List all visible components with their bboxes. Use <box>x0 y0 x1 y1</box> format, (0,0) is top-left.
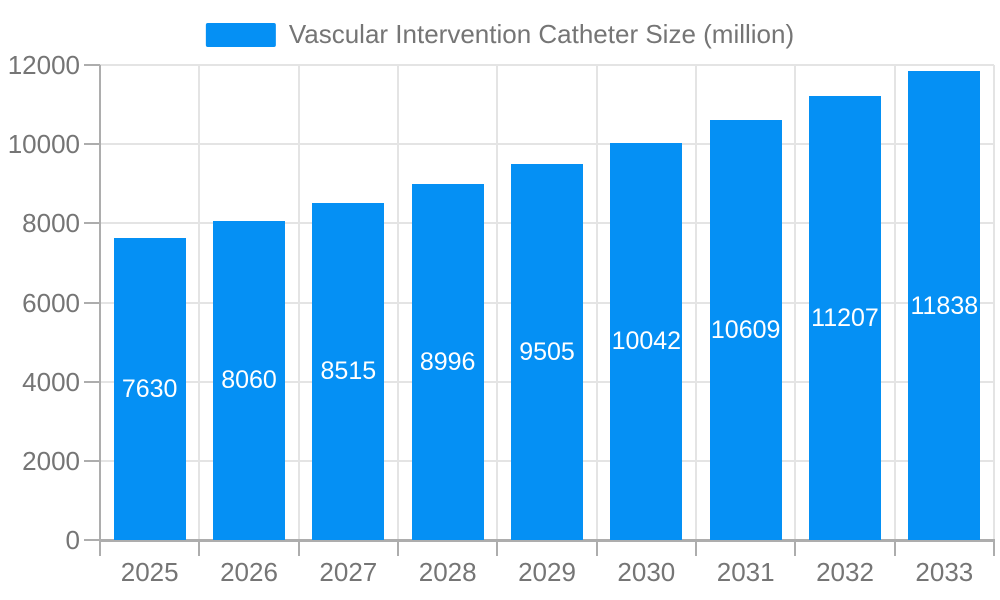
legend-label: Vascular Intervention Catheter Size (mil… <box>288 19 795 49</box>
bar-value-label: 9505 <box>519 337 575 366</box>
bar[interactable] <box>113 237 186 540</box>
y-axis-tick-label: 8000 <box>22 208 80 239</box>
gridline-vertical <box>794 65 797 540</box>
x-axis-tick-label: 2026 <box>220 557 278 587</box>
x-axis-tick <box>496 540 499 556</box>
x-axis-tick-label: 2027 <box>319 557 378 587</box>
y-axis-tick-label: 4000 <box>22 366 80 397</box>
x-axis-tick <box>993 540 995 556</box>
y-axis-tick-label: 10000 <box>7 129 80 160</box>
y-axis-tick <box>84 539 100 541</box>
bar[interactable] <box>312 202 385 540</box>
gridline-vertical <box>496 65 499 540</box>
bar-value-label: 8060 <box>221 366 277 395</box>
x-axis-tick <box>794 540 797 556</box>
x-axis-tick-label: 2031 <box>716 557 775 587</box>
legend-item[interactable]: Vascular Intervention Catheter Size (mil… <box>205 19 795 50</box>
bar[interactable] <box>411 183 484 540</box>
bar[interactable] <box>511 163 583 540</box>
x-axis-tick <box>297 540 300 556</box>
x-axis-tick <box>198 540 201 556</box>
gridline-vertical <box>695 65 697 540</box>
gridline-vertical <box>595 65 598 540</box>
y-axis-tick-label: 2000 <box>22 445 80 476</box>
gridline-horizontal <box>100 64 994 66</box>
bar-value-label: 11838 <box>910 291 979 320</box>
bar-value-label: 10042 <box>611 327 682 356</box>
bar[interactable] <box>213 220 285 540</box>
gridline-vertical <box>297 65 300 540</box>
x-axis-tick-label: 2025 <box>120 557 179 587</box>
gridline-vertical <box>397 65 399 540</box>
x-axis-tick-label: 2029 <box>518 557 576 587</box>
x-axis-tick-label: 2033 <box>915 557 974 587</box>
x-axis-line <box>99 539 995 542</box>
y-axis-tick-label: 6000 <box>22 287 80 318</box>
x-axis-tick <box>695 540 697 556</box>
y-axis-line <box>99 65 101 556</box>
y-axis-tick <box>84 222 100 225</box>
x-axis-tick-label: 2032 <box>816 557 874 587</box>
y-axis-tick <box>84 380 100 383</box>
bar-value-label: 10609 <box>710 316 781 345</box>
y-axis-tick <box>84 64 100 66</box>
y-axis-tick <box>84 459 100 462</box>
bar[interactable] <box>610 142 683 540</box>
x-axis-tick <box>893 540 896 556</box>
gridline-vertical <box>993 65 995 540</box>
bar-value-label: 8515 <box>320 357 377 386</box>
x-axis-tick <box>397 540 399 556</box>
gridline-horizontal <box>100 143 994 146</box>
x-axis-tick-label: 2028 <box>418 557 477 587</box>
x-axis-tick-label: 2030 <box>617 557 676 587</box>
y-axis-tick <box>84 301 100 304</box>
bar-value-label: 8996 <box>419 347 476 376</box>
bar[interactable] <box>709 120 782 540</box>
bar[interactable] <box>809 96 881 540</box>
x-axis-tick <box>595 540 598 556</box>
gridline-vertical <box>198 65 201 540</box>
y-axis-tick-label: 0 <box>65 525 80 555</box>
bar-value-label: 11207 <box>811 304 879 333</box>
bar-value-label: 7630 <box>121 374 178 403</box>
y-axis-tick-label: 12000 <box>7 50 80 80</box>
legend-swatch-icon <box>205 22 276 47</box>
gridline-vertical <box>893 65 896 540</box>
bar[interactable] <box>908 71 981 540</box>
y-axis-tick <box>84 143 100 146</box>
